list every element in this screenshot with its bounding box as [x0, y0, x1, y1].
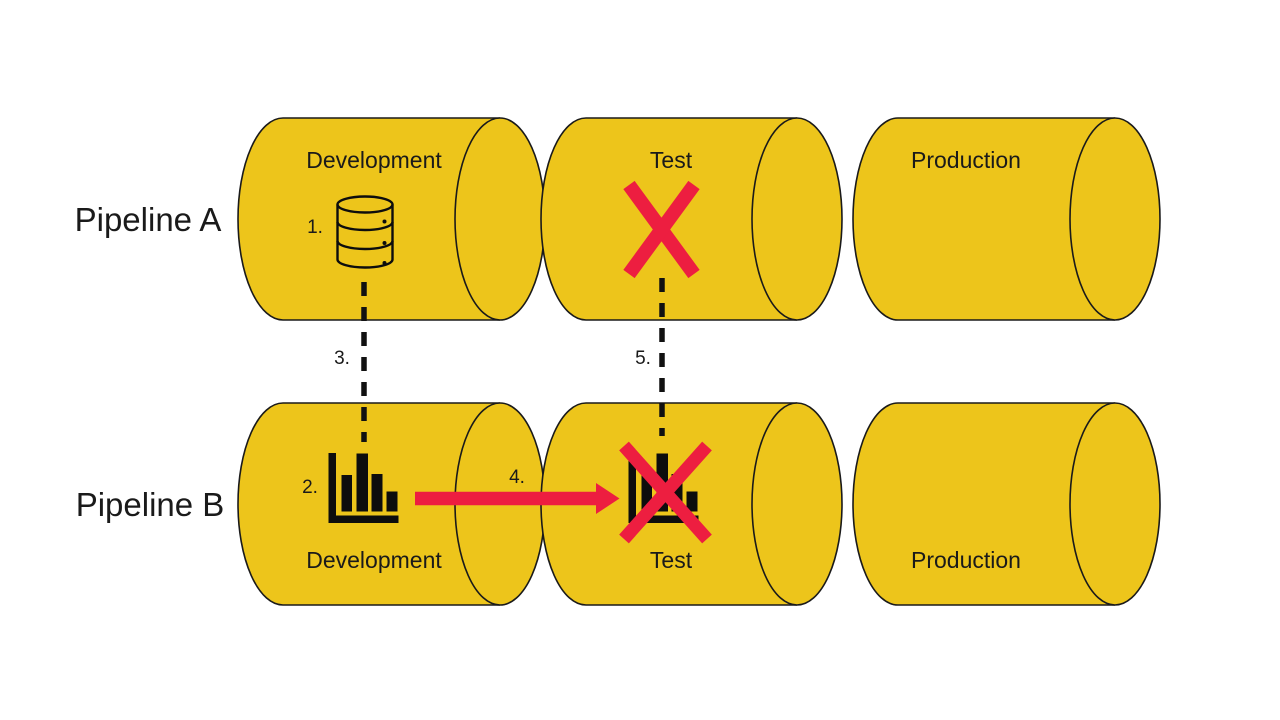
red-x-stroke	[623, 180, 700, 279]
cylinder-production-b: Production	[852, 402, 1161, 606]
database-top	[336, 195, 394, 214]
database-dot	[382, 261, 387, 265]
cylinder-body	[852, 117, 1115, 321]
chart-bar	[686, 491, 698, 512]
database-bottom	[336, 259, 394, 269]
chart-bar	[386, 491, 398, 512]
cylinder-test-a: Test	[540, 117, 843, 321]
step-2-label: 2.	[302, 477, 318, 498]
red-x-stroke	[619, 441, 712, 544]
chart-bar	[641, 475, 652, 512]
chart-bar	[341, 475, 352, 512]
database-dot	[382, 241, 387, 245]
red-x-icon	[623, 180, 700, 279]
cylinder-cap	[1069, 117, 1161, 321]
step-4-label: 4.	[509, 467, 525, 488]
chart-x-axis	[628, 515, 699, 523]
stage-label-test-b: Test	[650, 547, 693, 573]
stage-label-production-b: Production	[911, 547, 1021, 573]
arrow-head	[596, 483, 620, 514]
chart-bar	[671, 474, 683, 512]
step-1-label: 1.	[307, 217, 323, 238]
cylinder-cap	[454, 117, 546, 321]
cylinder-cap	[751, 402, 843, 606]
step-5-label: 5.	[635, 348, 651, 369]
stage-label-development-a: Development	[306, 147, 442, 173]
stage-label-test-a: Test	[650, 147, 693, 173]
cylinder-body	[237, 402, 500, 606]
cylinder-production-a: Production	[852, 117, 1161, 321]
database-divider-1	[336, 221, 394, 232]
chart-y-axis	[328, 453, 336, 523]
chart-bar	[356, 453, 368, 512]
pipeline-b-label: Pipeline B	[76, 486, 225, 523]
stage-label-production-a: Production	[911, 147, 1021, 173]
chart-bar	[371, 474, 383, 512]
pipeline-a-label: Pipeline A	[75, 201, 222, 238]
chart-y-axis	[628, 453, 636, 523]
cylinder-body	[237, 117, 500, 321]
pipeline-a-row: Development Test Production	[237, 117, 1161, 321]
stage-label-development-b: Development	[306, 547, 442, 573]
cylinder-development-a: Development	[237, 117, 546, 321]
right-arrow-icon	[415, 483, 620, 514]
database-dot	[382, 219, 387, 224]
chart-x-axis	[328, 515, 399, 523]
database-divider-2	[336, 240, 394, 251]
cylinder-body	[852, 402, 1115, 606]
step-3-label: 3.	[334, 348, 350, 369]
cylinder-cap	[1069, 402, 1161, 606]
bar-chart-icon	[328, 453, 399, 523]
database-sides	[336, 204, 394, 260]
cylinder-cap	[751, 117, 843, 321]
crossed-bar-chart-icon	[619, 441, 712, 544]
database-icon	[336, 195, 394, 269]
